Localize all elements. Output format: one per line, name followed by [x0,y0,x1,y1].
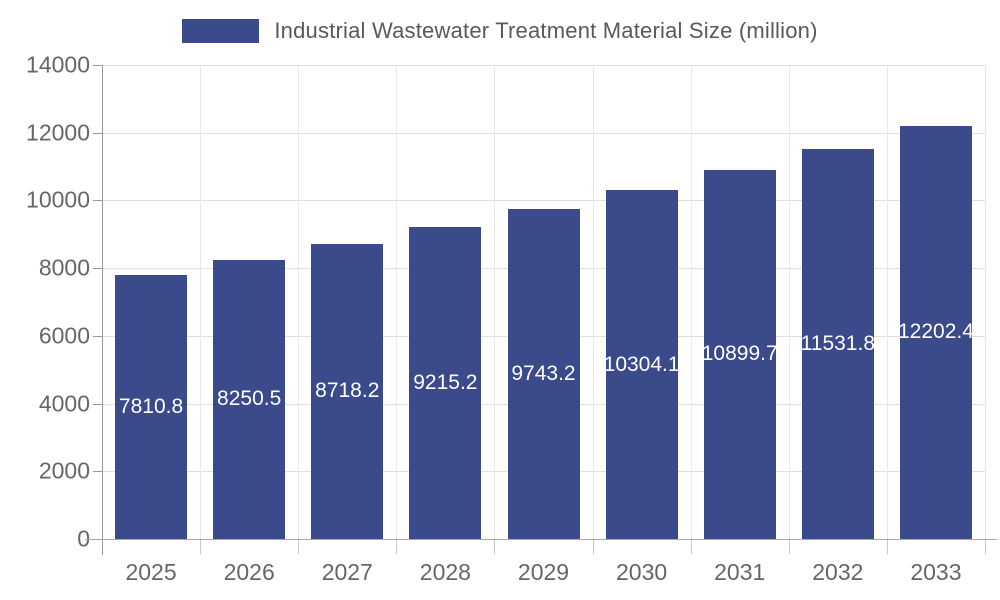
x-axis-category-label: 2026 [223,559,275,585]
x-axis-tick [298,539,300,554]
y-axis-line [102,65,103,555]
x-axis-tick [690,539,692,554]
y-axis-tick-label: 14000 [26,51,90,78]
gridline-vertical [396,65,398,539]
y-axis-tick [93,65,102,66]
bar-value-label: 11531.8 [801,331,874,355]
gridline-vertical [298,65,300,539]
x-axis-category-label: 2033 [910,559,962,585]
x-axis-category-label: 2030 [616,559,668,585]
x-axis-tick [494,539,496,554]
gridline-vertical [690,65,692,539]
y-axis-tick [93,471,102,473]
y-axis-tick-label: 0 [77,525,90,552]
y-axis-tick-label: 2000 [38,457,90,484]
bar-value-label: 7810.8 [118,394,184,418]
gridline-vertical [200,65,202,539]
legend-item[interactable]: Industrial Wastewater Treatment Material… [182,18,817,44]
bar-value-label: 8718.2 [315,379,380,403]
gridline-vertical [788,65,790,539]
bar-2026[interactable]: 8250.5 [213,259,286,539]
y-axis-tick [93,268,102,270]
y-axis-tick-label: 12000 [26,119,90,146]
x-axis-category-label: 2027 [321,559,373,585]
bar-value-label: 10899.7 [703,342,776,366]
bar-2031[interactable]: 10899.7 [703,169,776,539]
y-axis-tick [93,200,102,202]
x-axis-category-label: 2025 [125,559,177,585]
gridline-vertical [886,65,888,539]
legend: Industrial Wastewater Treatment Material… [0,18,1000,44]
y-axis-tick [93,403,102,405]
legend-label: Industrial Wastewater Treatment Material… [274,18,818,43]
x-axis-tick [985,539,986,554]
x-axis-tick [396,539,398,554]
gridline-horizontal [102,200,985,202]
gridline-horizontal [102,65,985,66]
bar-2029[interactable]: 9743.2 [507,209,580,539]
y-axis-tick-label: 4000 [38,390,90,417]
y-axis-tick-label: 8000 [38,254,90,281]
gridline-horizontal [102,132,985,134]
x-axis-category-label: 2029 [517,559,570,585]
y-axis-tick-label: 10000 [26,186,90,213]
gridline-vertical [592,65,594,539]
x-axis-tick [200,539,202,554]
bar-value-label: 9743.2 [511,362,576,386]
bar-2028[interactable]: 9215.2 [409,226,482,539]
x-axis-tick [886,539,888,554]
plot-area: 0 2000 4000 6000 8000 10000 12000 14000 7810.8 20… [26,52,997,585]
legend-swatch-icon [182,19,260,43]
bar-2030[interactable]: 10304.1 [605,190,678,539]
bar-2025[interactable]: 7810.8 [115,274,188,539]
x-axis-category-label: 2028 [419,559,471,585]
x-axis-line [85,539,997,540]
bar-value-label: 9215.2 [413,370,478,394]
y-axis-tick [93,132,102,134]
x-axis-tick [788,539,790,554]
x-axis-category-label: 2031 [714,559,766,585]
bar-2032[interactable]: 11531.8 [801,148,874,539]
gridline-vertical [494,65,496,539]
y-axis-tick [93,335,102,337]
bar-value-label: 8250.5 [217,387,282,411]
bar-value-label: 10304.1 [605,352,678,376]
bar-2027[interactable]: 8718.2 [311,243,384,539]
bar-2033[interactable]: 12202.4 [899,125,972,539]
x-axis-tick [592,539,594,554]
bar-value-label: 12202.4 [899,320,972,344]
x-axis-category-label: 2032 [812,559,864,585]
y-axis-tick-label: 6000 [38,322,90,349]
gridline-vertical [985,65,986,539]
